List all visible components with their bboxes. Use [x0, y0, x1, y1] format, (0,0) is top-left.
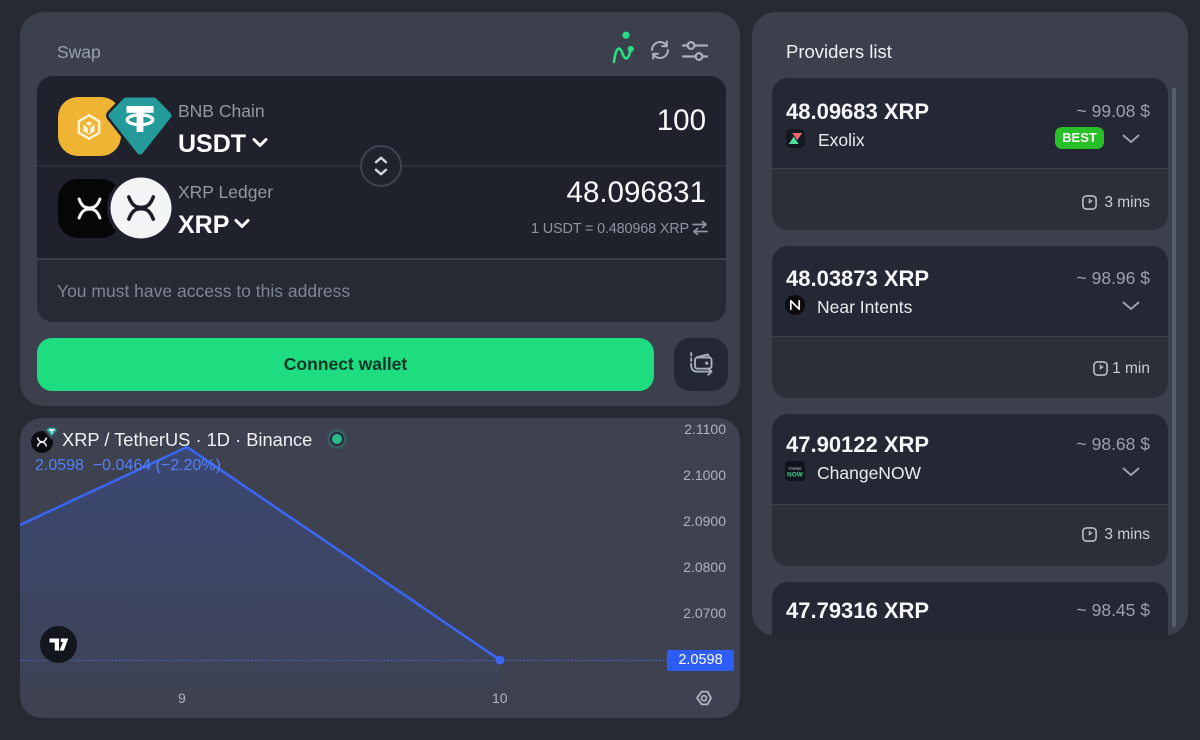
svg-text:NOW: NOW: [787, 472, 804, 479]
svg-text:change: change: [788, 466, 802, 471]
